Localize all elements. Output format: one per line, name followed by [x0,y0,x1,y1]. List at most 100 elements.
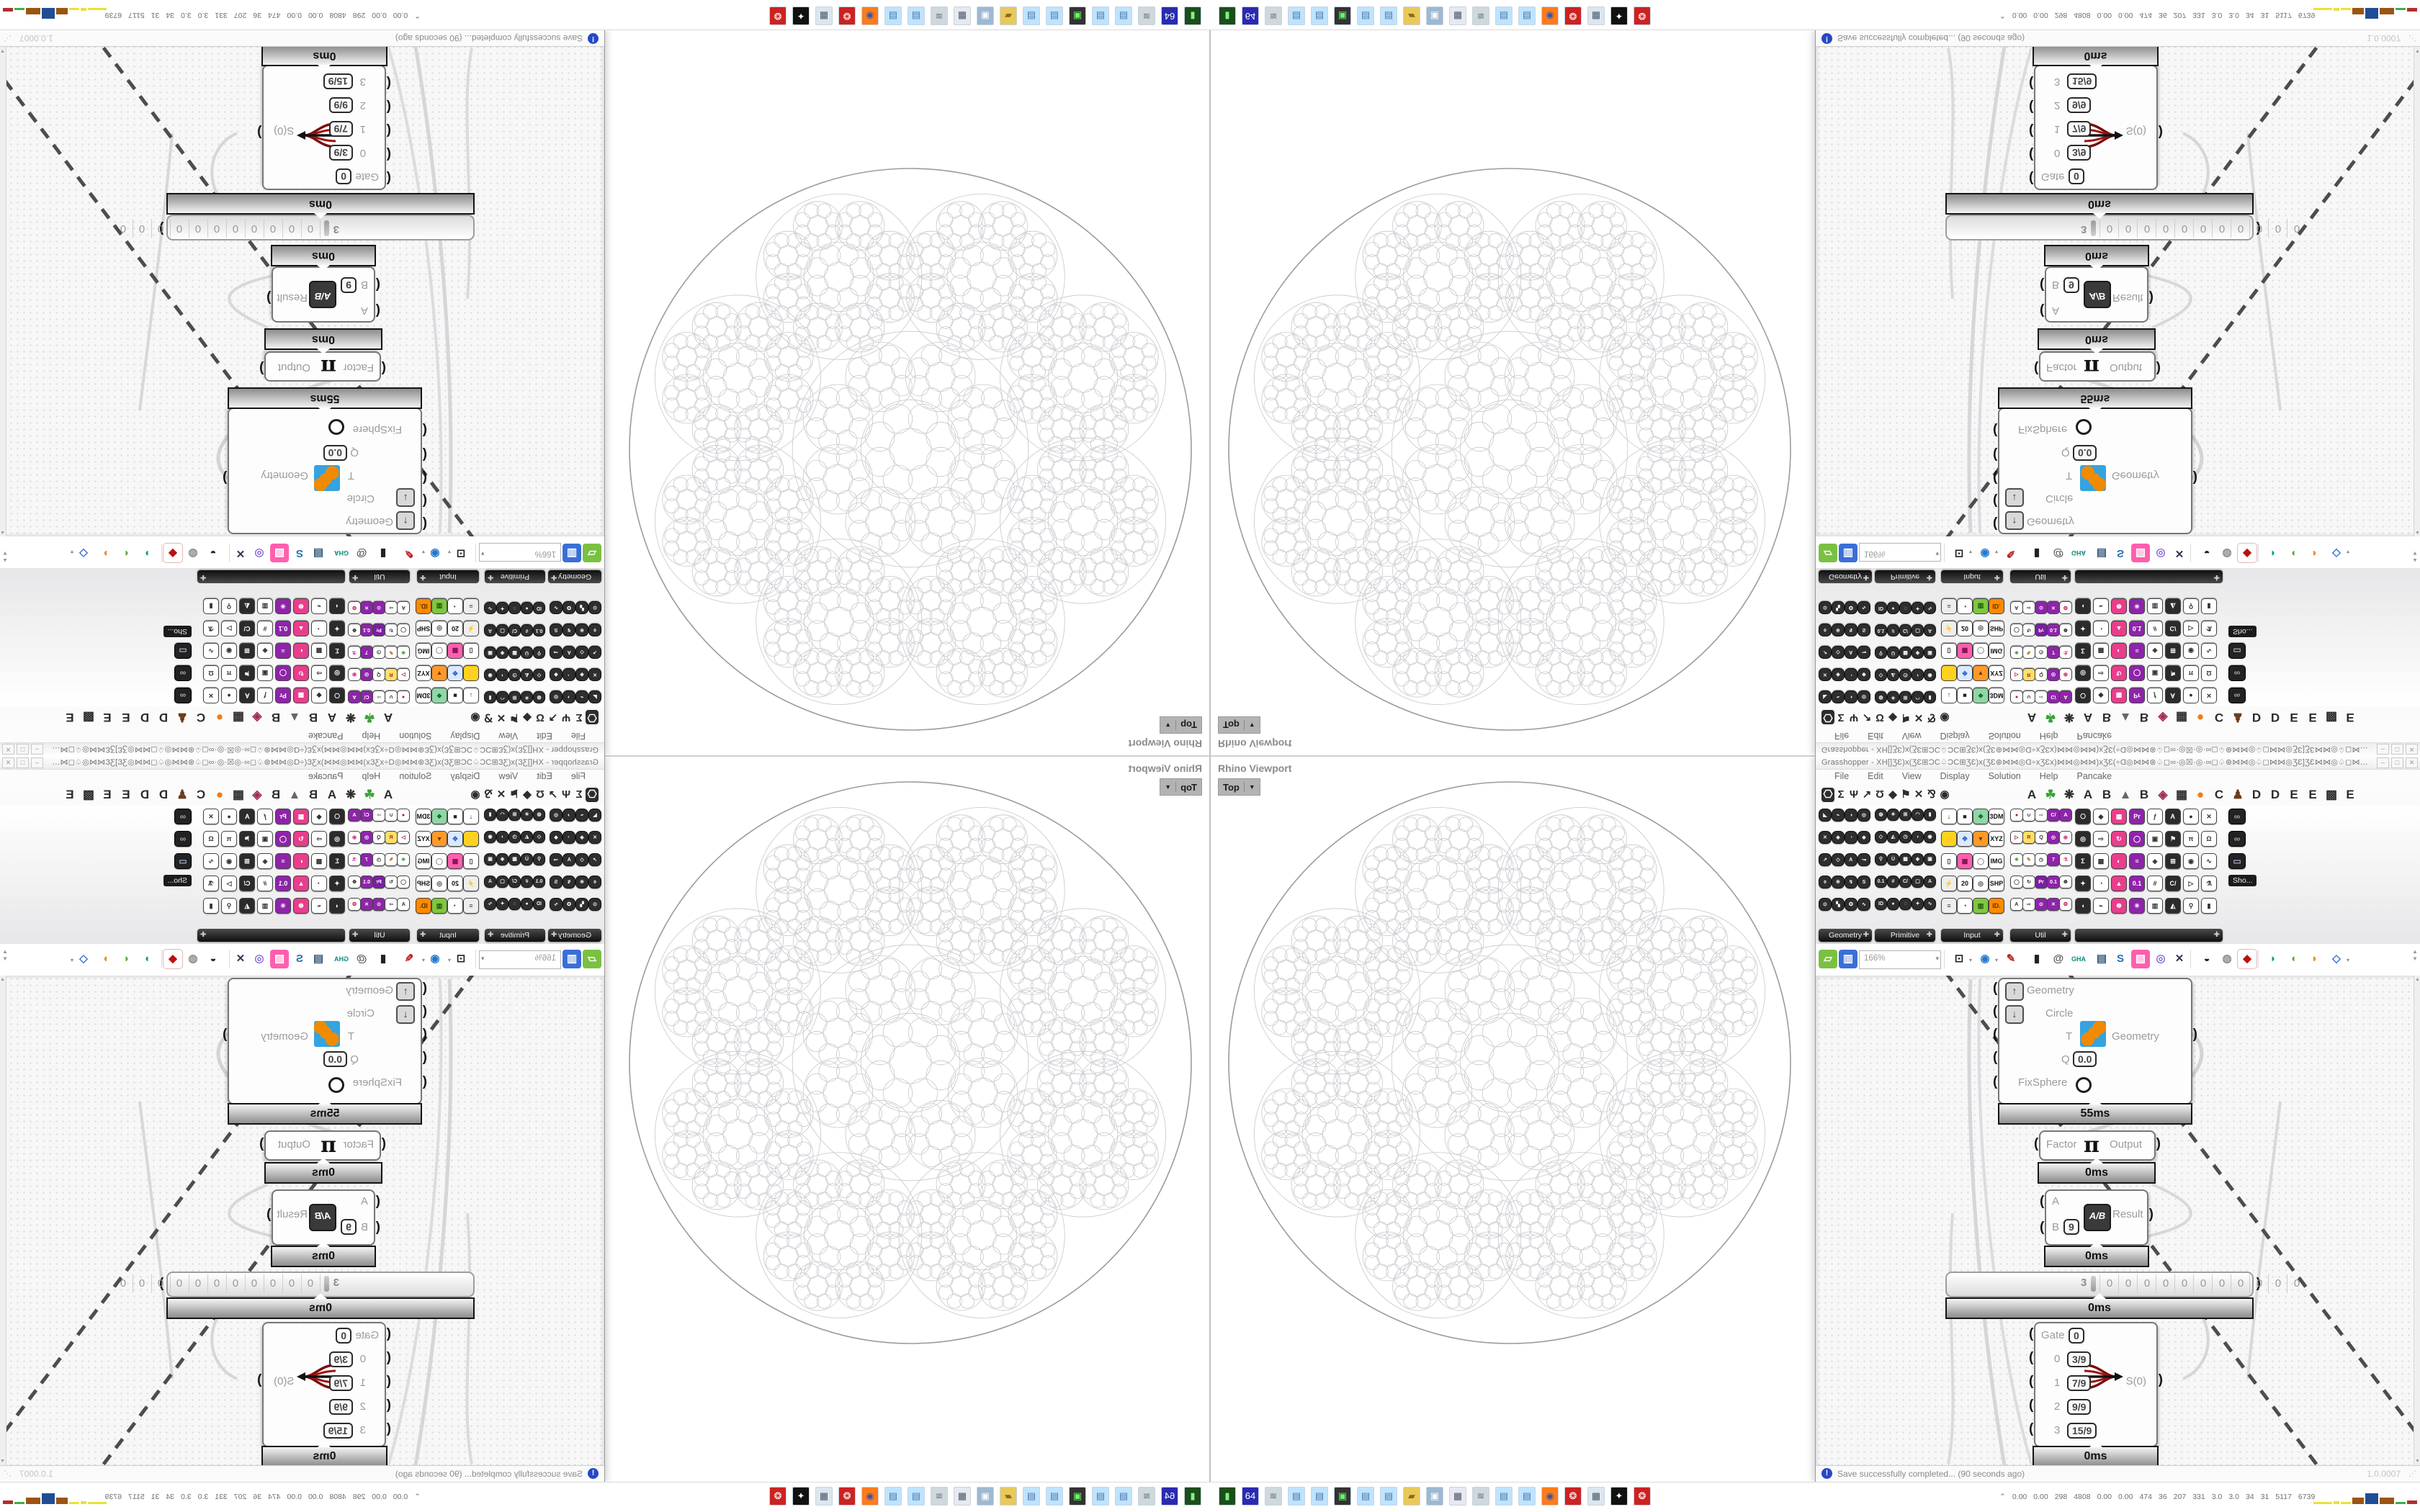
input-hook[interactable]: ( [2040,277,2045,292]
component-icon[interactable]: ID [1875,898,1887,910]
panel-expand-icon[interactable]: ✚ [551,573,557,581]
component-icon[interactable]: ▣ [2147,831,2163,847]
floppy-64-icon[interactable]: 64 [1161,1487,1178,1506]
at-icon[interactable]: @ [352,544,371,562]
drop-green-icon[interactable]: ◖ [2284,950,2303,968]
panel-expand-icon[interactable]: ✚ [1926,573,1932,581]
input-hook[interactable]: ( [381,361,386,376]
component-icon[interactable]: ▥ [1973,598,1989,614]
chevron-down-icon[interactable]: ▾ [1969,957,1973,963]
component-icon[interactable]: S [550,624,563,636]
input-hook[interactable]: ( [2029,76,2034,91]
component-icon[interactable]: ▥ [431,598,447,614]
component-icon[interactable]: ◖ [1912,669,1924,681]
panel-label[interactable]: Util ✚ [2010,929,2071,942]
output-hook[interactable]: ) [2156,361,2161,376]
component-icon[interactable]: ⎔ [2075,688,2091,703]
component-icon[interactable]: ≡ [1941,598,1957,614]
input-hook[interactable]: ( [1993,447,1998,462]
component-icon[interactable]: ❖ [1973,809,1989,824]
gate-value[interactable]: 15/9 [323,73,353,89]
maximize-icon[interactable]: □ [2391,757,2403,768]
save-file-icon[interactable]: ▥ [563,950,581,968]
component-icon[interactable]: Ü [521,853,533,865]
input-hook[interactable]: ( [386,1398,391,1413]
chevron-down-icon[interactable]: ▾ [1995,549,1999,555]
component-icon[interactable]: Ꭺ [239,809,255,824]
tab-rooster[interactable]: ♟ [176,711,188,724]
component-icon[interactable]: ✕ [2201,809,2217,824]
input-hook[interactable]: ( [422,981,427,996]
tab-leaf[interactable]: ☘ [364,788,375,801]
menu-help[interactable]: Help [362,771,381,781]
tab-a1[interactable]: A [2027,788,2037,801]
component-icon[interactable]: IMG [416,643,431,659]
component-icon[interactable]: ◔ [311,876,327,891]
component-icon[interactable]: R [2022,668,2035,681]
component-icon[interactable]: ⇨ [385,898,398,911]
component-icon[interactable]: ⚗ [348,646,361,659]
preview-eye-icon[interactable]: ◉ [426,544,444,562]
drop-green-icon[interactable]: ◖ [2284,544,2303,562]
component-icon[interactable]: 7 [360,646,373,659]
component-icon[interactable]: ◭ [521,669,533,681]
tab-glyph-icon[interactable]: Ʊ [1875,788,1885,801]
panel-label[interactable]: Primitive ✚ [1875,570,1935,583]
component-icon[interactable]: 0.1 [275,876,291,891]
notepad-icon[interactable]: ▤ [908,6,925,25]
component-icon[interactable]: ▣ [1924,647,1936,659]
panel-expand-icon[interactable]: ✚ [1863,573,1869,581]
chevron-down-icon[interactable]: ▾ [70,957,73,963]
gate-value[interactable]: 9/9 [328,97,353,113]
slider-digit[interactable]: 0 [170,219,189,238]
component-icon[interactable]: SHP [416,621,431,636]
tab-glyph-icon[interactable]: ◉ [470,788,480,801]
component-icon[interactable]: ● [521,898,533,910]
notepad-icon[interactable]: ▤ [1288,1487,1305,1506]
gem-red-icon[interactable]: ◆ [163,543,183,563]
calculator-icon[interactable]: ▦ [815,1487,833,1506]
input-hook[interactable]: ( [2029,1421,2034,1436]
component-icon[interactable]: ◐ [293,643,309,659]
output-hook[interactable]: ) [223,1027,228,1042]
component-icon[interactable]: ↻ [2022,876,2035,888]
panel-label[interactable]: Input ✚ [1941,929,2003,942]
component-icon[interactable]: 3DM [416,809,431,824]
scissors-icon[interactable]: ✕ [2170,544,2189,562]
component-icon[interactable]: ∪ [385,809,398,822]
tab-glyph-icon[interactable]: ⅋ [1927,711,1936,724]
balloons-icon[interactable]: ◎ [2151,950,2170,968]
component-icon[interactable]: ⊙ [588,898,601,911]
close-icon[interactable]: ✕ [2406,744,2418,755]
component-icon[interactable]: ◉ [221,643,237,659]
grasshopper-titlebar[interactable]: Grasshopper - XH[]ƷƐ)x(ƷƐ⊞ƆC♤ƆC⊞ƷƐ)x(ƷƐ⊛… [0,756,604,770]
component-icon[interactable]: ▲ [293,876,309,891]
tab-a2[interactable]: A [2083,711,2093,724]
input-hook[interactable]: ( [422,1027,427,1042]
output-hook[interactable]: ) [2192,470,2197,485]
component-icon[interactable]: ◖ [329,598,345,614]
component-icon[interactable]: ◌ [508,602,521,614]
slider-digit[interactable]: 0 [264,1274,283,1293]
tab-c[interactable]: C [196,788,206,801]
input-hook[interactable]: ( [375,1194,380,1209]
panel-expand-icon[interactable]: ✚ [200,931,207,939]
component-icon[interactable]: ◣ [1819,690,1832,703]
component-icon[interactable]: ◇ [575,646,588,659]
component-icon[interactable]: ∿ [484,898,496,910]
component-icon[interactable]: ❖ [1973,688,1989,703]
component-icon[interactable]: C/ [2165,621,2181,636]
node-stream-gate[interactable]: S(0) ) (Gate 0 (0 3/9 (1 7/9 (2 9/9 (3 15/9 [2029,65,2163,190]
gate-value[interactable]: 9/9 [2067,1399,2092,1415]
scroll-icon[interactable]: ≋ [1472,1487,1489,1506]
component-icon[interactable]: Ü [521,647,533,659]
component-icon[interactable]: ↗ [1819,853,1832,866]
component-icon[interactable]: Ꭺ [2010,601,2023,614]
component-icon[interactable]: ⚲ [1875,647,1887,659]
slider-digit[interactable]: 0 [2137,219,2156,238]
show-panel-label[interactable]: Sho... [2228,875,2257,886]
component-icon[interactable]: ⌁ [2093,898,2109,914]
component-icon[interactable]: ◠ [1912,691,1924,703]
component-icon[interactable]: ▢ [1912,876,1924,888]
component-icon[interactable]: ∪ [2022,809,2035,822]
